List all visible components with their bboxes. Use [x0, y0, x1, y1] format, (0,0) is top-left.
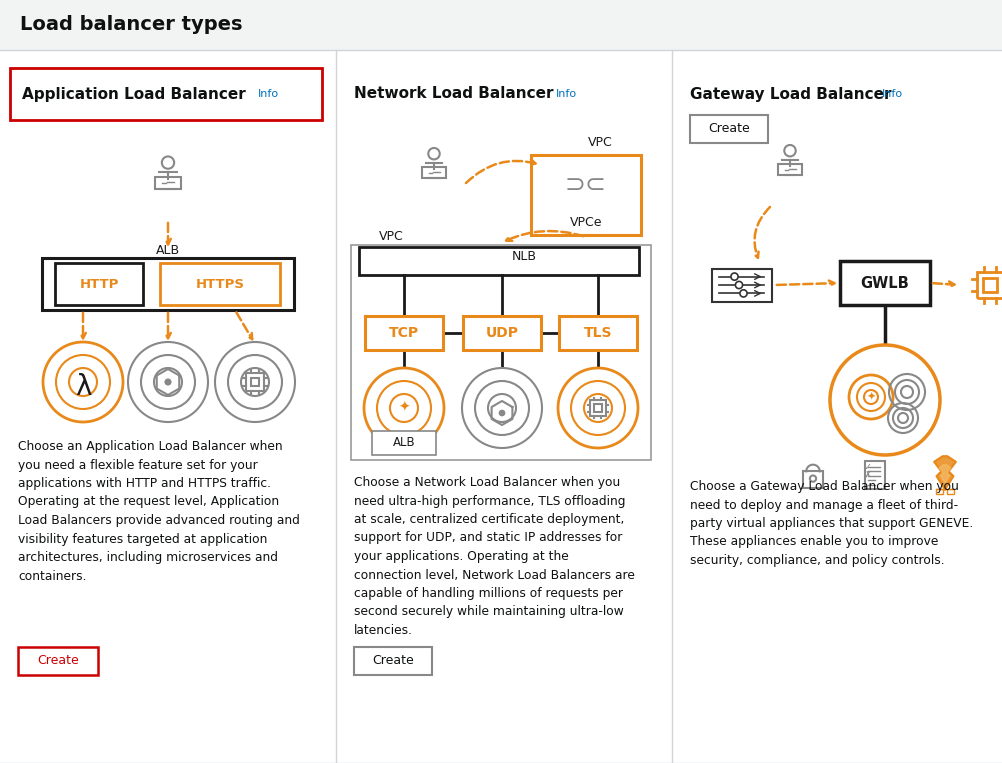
Text: ✗: ✗	[864, 469, 872, 479]
Polygon shape	[934, 456, 956, 489]
Text: HTTP: HTTP	[79, 278, 118, 291]
Bar	[865, 461, 885, 489]
Bar	[246, 373, 264, 391]
Text: ✦: ✦	[398, 401, 410, 415]
Text: NLB: NLB	[511, 250, 536, 263]
Text: Info: Info	[258, 89, 280, 99]
Bar	[0, 0, 1002, 50]
Bar	[983, 278, 997, 291]
Text: HTTPS: HTTPS	[195, 278, 244, 291]
Bar	[351, 245, 651, 460]
Bar	[947, 489, 954, 494]
Bar	[712, 269, 772, 301]
Bar	[155, 176, 180, 188]
Text: ALB: ALB	[393, 436, 415, 449]
Bar	[936, 489, 943, 494]
Bar	[977, 272, 1002, 298]
Bar	[463, 316, 541, 350]
Text: ✦: ✦	[867, 392, 876, 402]
Bar	[365, 316, 443, 350]
Bar	[779, 164, 802, 175]
Polygon shape	[939, 465, 951, 483]
Bar	[55, 263, 143, 305]
Bar	[559, 316, 637, 350]
Bar	[18, 647, 98, 675]
Bar	[531, 155, 641, 235]
Text: Application Load Balancer: Application Load Balancer	[22, 86, 245, 101]
Text: Create: Create	[372, 655, 414, 668]
Text: VPCe: VPCe	[570, 217, 602, 230]
Circle shape	[165, 379, 171, 385]
Text: ✓: ✓	[864, 462, 872, 472]
Circle shape	[739, 290, 747, 297]
Bar	[160, 263, 280, 305]
Text: ALB: ALB	[156, 243, 180, 256]
Bar	[354, 647, 432, 675]
Text: Create: Create	[708, 123, 749, 136]
Text: Network Load Balancer: Network Load Balancer	[354, 86, 553, 101]
Bar	[359, 247, 639, 275]
Text: UDP: UDP	[486, 326, 518, 340]
Bar	[422, 166, 446, 178]
Circle shape	[735, 282, 742, 288]
Text: Create: Create	[37, 655, 79, 668]
Bar	[10, 68, 322, 120]
Text: Choose a Gateway Load Balancer when you
need to deploy and manage a fleet of thi: Choose a Gateway Load Balancer when you …	[690, 480, 973, 567]
Bar	[42, 258, 294, 310]
Text: GWLB: GWLB	[861, 275, 910, 291]
Text: TLS: TLS	[584, 326, 612, 340]
Text: Choose a Network Load Balancer when you
need ultra-high performance, TLS offload: Choose a Network Load Balancer when you …	[354, 476, 635, 637]
Bar	[594, 404, 602, 412]
Bar	[372, 431, 436, 455]
Circle shape	[499, 410, 505, 416]
Bar	[840, 261, 930, 305]
Text: Gateway Load Balancer: Gateway Load Balancer	[690, 86, 892, 101]
Bar	[803, 472, 823, 488]
Text: λ: λ	[75, 373, 91, 401]
Bar	[690, 115, 768, 143]
Bar	[590, 401, 605, 416]
Text: Info: Info	[882, 89, 903, 99]
Text: ⊃⊂: ⊃⊂	[565, 173, 607, 198]
Text: Choose an Application Load Balancer when
you need a flexible feature set for you: Choose an Application Load Balancer when…	[18, 440, 300, 582]
Text: Info: Info	[556, 89, 577, 99]
Text: TCP: TCP	[389, 326, 419, 340]
Text: VPC: VPC	[379, 230, 404, 243]
Circle shape	[730, 273, 738, 280]
Bar	[250, 378, 260, 387]
Text: Load balancer types: Load balancer types	[20, 15, 242, 34]
Text: VPC: VPC	[587, 137, 612, 150]
